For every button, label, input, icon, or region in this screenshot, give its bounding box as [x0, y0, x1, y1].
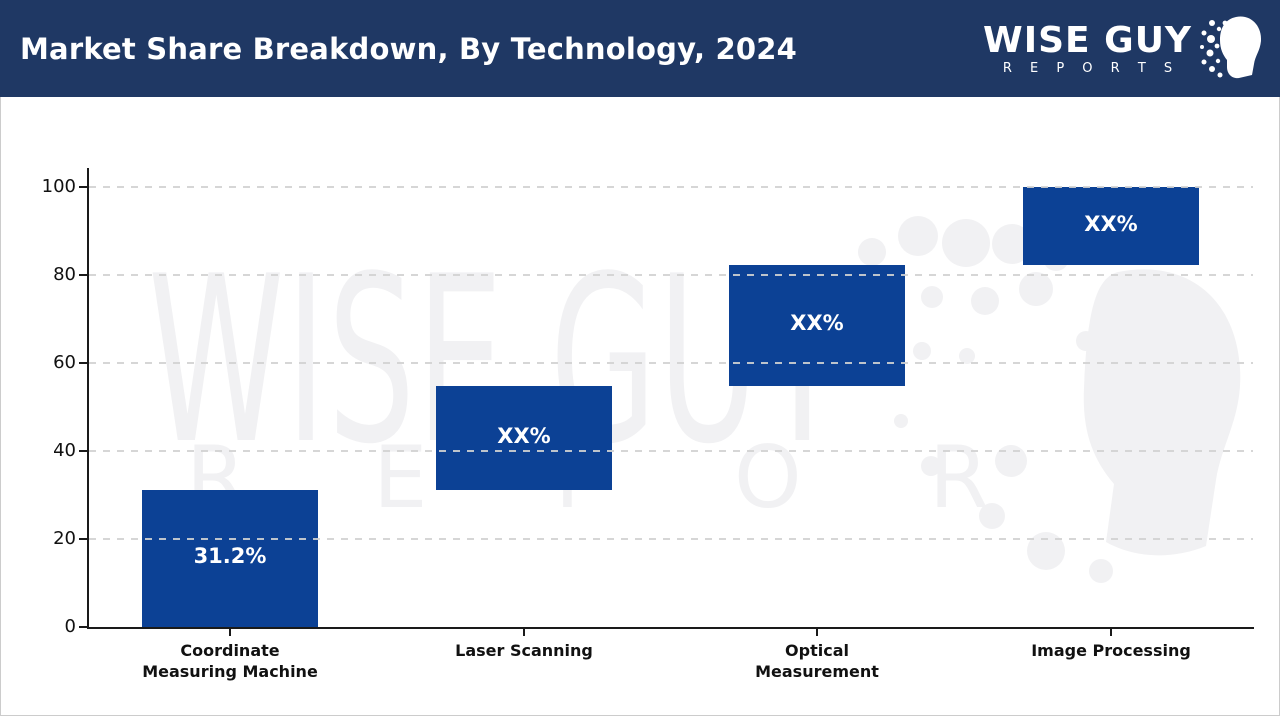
- page-title: Market Share Breakdown, By Technology, 2…: [20, 31, 798, 66]
- y-tick-label: 20: [53, 528, 76, 549]
- waterfall-bar: [142, 489, 318, 627]
- y-tick-label: 80: [53, 264, 76, 285]
- x-tick-mark: [1110, 629, 1112, 636]
- x-tick-mark: [229, 629, 231, 636]
- waterfall-bar: [729, 264, 905, 386]
- brand-logo: WISE GUY R E P O R T S: [983, 8, 1266, 90]
- y-tick-mark: [79, 450, 87, 452]
- gridline: [89, 186, 1253, 188]
- gridline: [89, 538, 1253, 540]
- x-category-label: Image Processing: [1031, 641, 1191, 660]
- y-tick-mark: [79, 186, 87, 188]
- watermark-face-dots: [858, 216, 1241, 583]
- x-tick-mark: [523, 629, 525, 636]
- y-tick-mark: [79, 626, 87, 628]
- x-category-label: Optical Measurement: [755, 641, 879, 681]
- bar-value-label: XX%: [1084, 211, 1138, 236]
- x-category-label: Coordinate Measuring Machine: [142, 641, 318, 681]
- brand-subtitle: R E P O R T S: [1002, 60, 1180, 76]
- y-tick-label: 0: [64, 616, 76, 637]
- x-tick-mark: [816, 629, 818, 636]
- gridline: [89, 362, 1253, 364]
- brand-face-icon: [1200, 16, 1262, 79]
- y-tick-mark: [79, 362, 87, 364]
- y-tick-label: 60: [53, 352, 76, 373]
- bar-value-label: XX%: [497, 423, 551, 448]
- y-tick-mark: [79, 538, 87, 540]
- y-tick-mark: [79, 274, 87, 276]
- y-axis-line: [87, 168, 89, 629]
- y-tick-label: 100: [41, 176, 76, 197]
- report-header: Market Share Breakdown, By Technology, 2…: [0, 0, 1280, 97]
- bar-value-label: XX%: [790, 311, 844, 336]
- y-tick-label: 40: [53, 440, 76, 461]
- brand-wordmark: WISE GUY: [982, 19, 1192, 61]
- bar-value-label: 31.2%: [193, 544, 267, 569]
- gridline: [89, 450, 1253, 452]
- x-category-label: Laser Scanning: [455, 641, 593, 660]
- waterfall-bar: [1023, 187, 1199, 265]
- x-axis-line: [87, 627, 1254, 629]
- gridline: [89, 274, 1253, 276]
- waterfall-bar: [436, 385, 612, 490]
